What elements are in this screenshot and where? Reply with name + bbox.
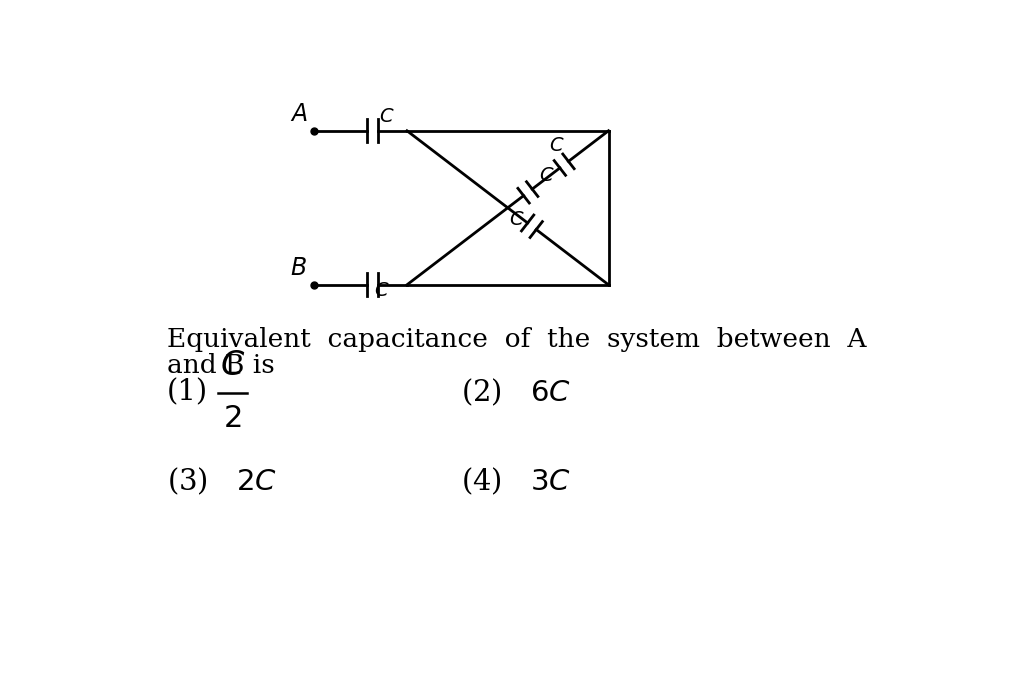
Text: $C$: $C$ — [375, 282, 390, 300]
Text: $C$: $C$ — [379, 108, 394, 126]
Text: (2)   $6C$: (2) $6C$ — [461, 377, 571, 408]
Text: $C$: $C$ — [509, 211, 524, 229]
Text: $C$: $C$ — [539, 167, 554, 185]
Text: $C$: $C$ — [549, 138, 564, 156]
Text: (4)   $3C$: (4) $3C$ — [461, 466, 571, 497]
Text: (3)   $2C$: (3) $2C$ — [167, 466, 276, 497]
Text: and B is: and B is — [167, 354, 274, 379]
Text: Equivalent  capacitance  of  the  system  between  A: Equivalent capacitance of the system bet… — [167, 327, 866, 352]
Text: (1): (1) — [167, 379, 208, 407]
Text: $A$: $A$ — [290, 103, 307, 126]
Text: $B$: $B$ — [290, 257, 307, 280]
Text: $2$: $2$ — [223, 403, 242, 435]
Text: $C$: $C$ — [220, 349, 245, 382]
